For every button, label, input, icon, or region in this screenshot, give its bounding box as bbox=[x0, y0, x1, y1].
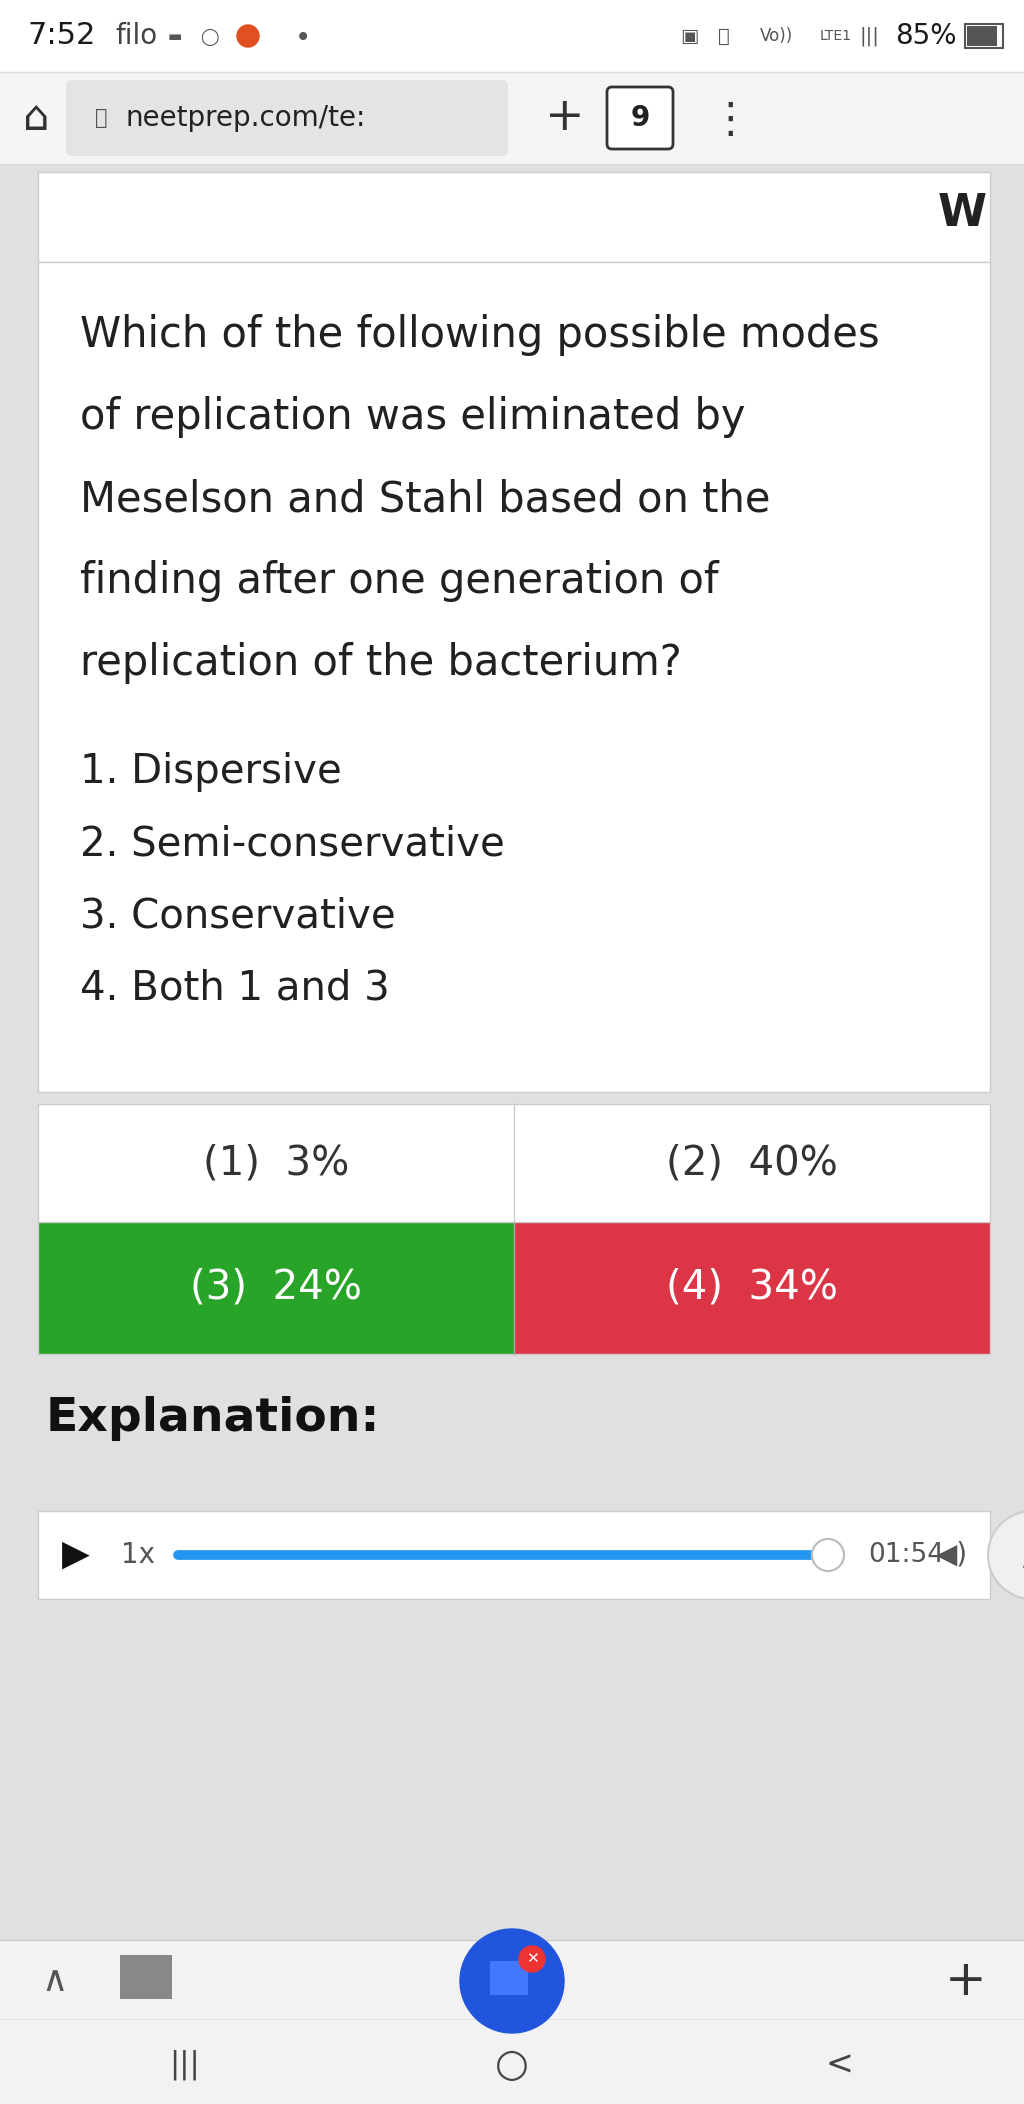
Text: ⏰: ⏰ bbox=[718, 27, 730, 46]
Bar bbox=[0, 72, 1024, 164]
FancyBboxPatch shape bbox=[607, 86, 673, 149]
Text: ▣: ▣ bbox=[680, 27, 698, 46]
Text: |||: ||| bbox=[860, 25, 880, 46]
Text: ⋮: ⋮ bbox=[710, 99, 751, 141]
Bar bbox=[38, 1105, 990, 1355]
Text: filo: filo bbox=[115, 21, 157, 50]
Text: +: + bbox=[545, 95, 585, 141]
Text: 2. Semi-conservative: 2. Semi-conservative bbox=[80, 825, 505, 865]
Bar bbox=[0, 164, 1024, 1940]
Text: 9: 9 bbox=[631, 103, 649, 133]
Text: <: < bbox=[825, 2047, 854, 2081]
Bar bbox=[0, 0, 1024, 72]
Text: |||: ||| bbox=[169, 2049, 200, 2081]
Text: 🔒: 🔒 bbox=[95, 107, 108, 128]
Bar bbox=[38, 173, 990, 263]
Circle shape bbox=[988, 1511, 1024, 1599]
Bar bbox=[514, 1105, 990, 1222]
Text: (1)  3%: (1) 3% bbox=[203, 1142, 349, 1182]
Text: 01:54: 01:54 bbox=[868, 1542, 944, 1567]
Bar bbox=[38, 1105, 514, 1222]
Circle shape bbox=[237, 25, 259, 46]
Bar bbox=[967, 25, 997, 46]
Bar bbox=[514, 1222, 990, 1355]
Bar bbox=[38, 263, 990, 1092]
Text: Meselson and Stahl based on the: Meselson and Stahl based on the bbox=[80, 478, 770, 520]
Text: ◀): ◀) bbox=[936, 1540, 968, 1570]
Text: ∧: ∧ bbox=[42, 1963, 69, 1999]
Bar bbox=[965, 23, 1002, 48]
Bar bbox=[38, 1511, 990, 1599]
Text: +: + bbox=[945, 1957, 987, 2005]
Circle shape bbox=[812, 1538, 844, 1572]
Bar bbox=[120, 1955, 172, 1999]
Text: ∧: ∧ bbox=[1019, 1542, 1024, 1576]
Text: of replication was eliminated by: of replication was eliminated by bbox=[80, 396, 745, 438]
Text: Vo)): Vo)) bbox=[760, 27, 794, 44]
Text: 1x: 1x bbox=[121, 1540, 155, 1570]
Text: 7:52: 7:52 bbox=[28, 21, 96, 50]
Circle shape bbox=[460, 1929, 564, 2032]
Text: (2)  40%: (2) 40% bbox=[666, 1142, 838, 1182]
Bar bbox=[490, 1961, 528, 1995]
Text: 3. Conservative: 3. Conservative bbox=[80, 896, 395, 936]
Text: replication of the bacterium?: replication of the bacterium? bbox=[80, 642, 682, 684]
Text: ▶: ▶ bbox=[62, 1538, 90, 1572]
Text: ○: ○ bbox=[495, 2045, 529, 2083]
Text: neetprep.com/te:: neetprep.com/te: bbox=[126, 103, 367, 133]
Bar bbox=[0, 1940, 1024, 2104]
Text: 85%: 85% bbox=[895, 21, 956, 50]
Text: ▬: ▬ bbox=[168, 29, 182, 44]
Text: finding after one generation of: finding after one generation of bbox=[80, 560, 719, 602]
Text: W: W bbox=[937, 191, 986, 234]
Text: LTE1: LTE1 bbox=[820, 29, 852, 42]
Text: Explanation:: Explanation: bbox=[46, 1395, 380, 1441]
Circle shape bbox=[519, 1946, 545, 1971]
Text: 1. Dispersive: 1. Dispersive bbox=[80, 751, 342, 791]
Text: (3)  24%: (3) 24% bbox=[190, 1269, 362, 1309]
Text: •: • bbox=[295, 23, 311, 53]
Text: ✕: ✕ bbox=[525, 1953, 539, 1967]
Text: ⌂: ⌂ bbox=[23, 97, 49, 139]
FancyBboxPatch shape bbox=[66, 80, 508, 156]
Text: ◯: ◯ bbox=[200, 27, 219, 46]
Bar bbox=[38, 1222, 514, 1355]
Text: 4. Both 1 and 3: 4. Both 1 and 3 bbox=[80, 968, 390, 1008]
Text: Which of the following possible modes: Which of the following possible modes bbox=[80, 313, 880, 356]
Text: (4)  34%: (4) 34% bbox=[666, 1269, 838, 1309]
